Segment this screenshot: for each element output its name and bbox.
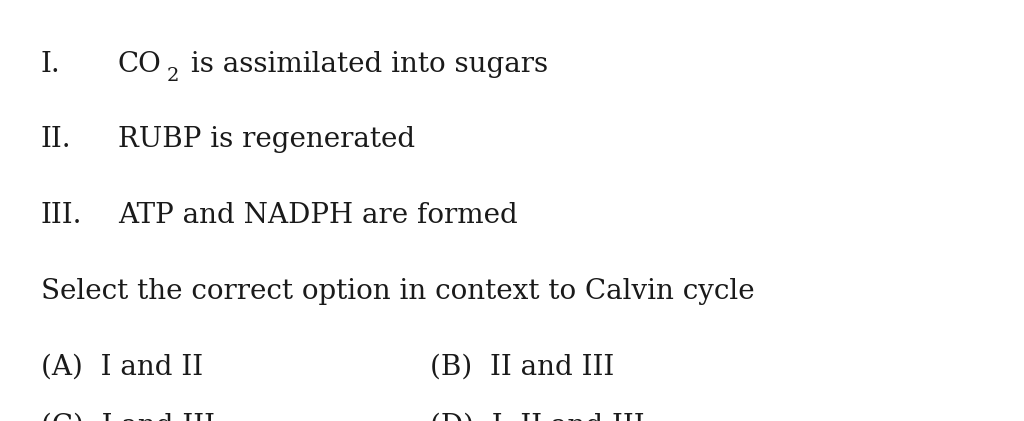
- Text: (D)  I, II and III: (D) I, II and III: [430, 413, 645, 421]
- Text: is assimilated into sugars: is assimilated into sugars: [182, 51, 549, 77]
- Text: III.: III.: [41, 202, 83, 229]
- Text: Select the correct option in context to Calvin cycle: Select the correct option in context to …: [41, 278, 755, 305]
- Text: I.: I.: [41, 51, 60, 77]
- Text: (A)  I and II: (A) I and II: [41, 354, 203, 381]
- Text: RUBP is regenerated: RUBP is regenerated: [118, 126, 415, 153]
- Text: ATP and NADPH are formed: ATP and NADPH are formed: [118, 202, 517, 229]
- Text: (C)  I and III: (C) I and III: [41, 413, 215, 421]
- Text: 2: 2: [167, 67, 179, 85]
- Text: II.: II.: [41, 126, 72, 153]
- Text: (B)  II and III: (B) II and III: [430, 354, 614, 381]
- Text: CO: CO: [118, 51, 162, 77]
